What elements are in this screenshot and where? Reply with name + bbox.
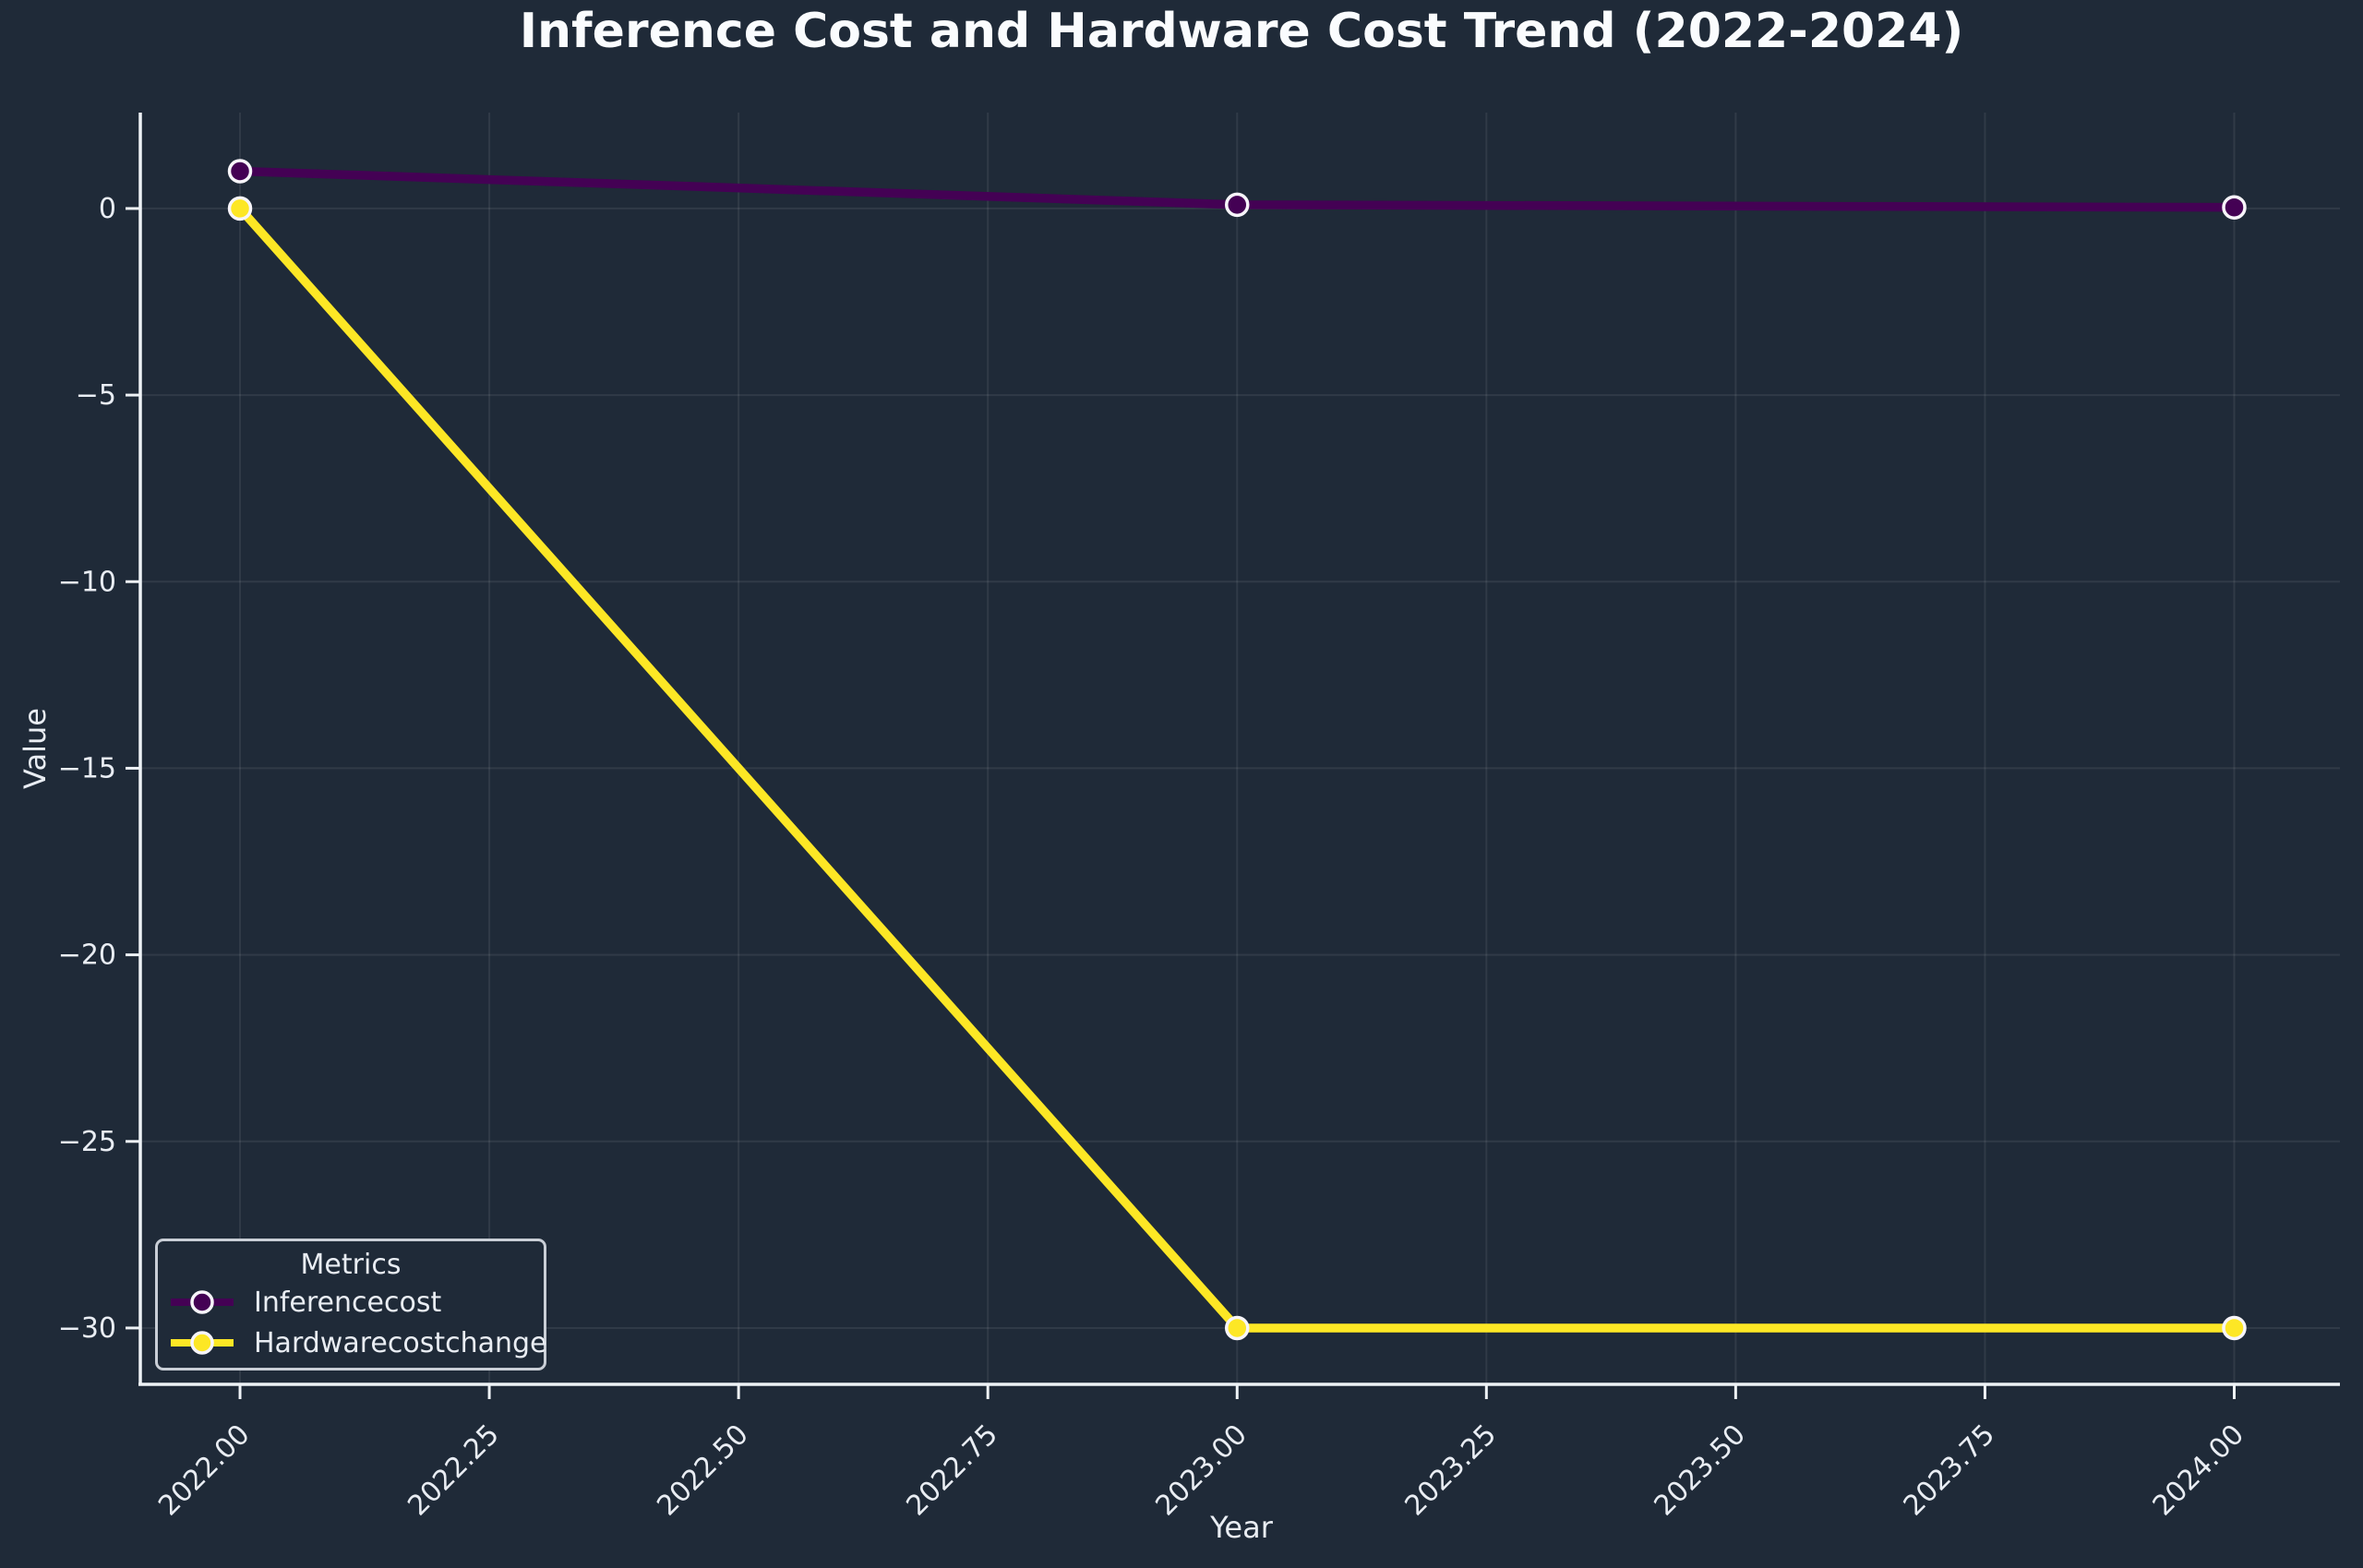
line-filled-circle-icon: [171, 1331, 234, 1355]
line-open-circle-icon: [171, 1290, 234, 1314]
data-point: [227, 159, 253, 184]
legend: Metrics Inferencecost Hardwarecostchange: [155, 1239, 547, 1371]
y-tick-label: −25: [58, 1126, 116, 1158]
legend-title: Metrics: [300, 1249, 402, 1281]
series-markers-hardwarecostchange: [227, 196, 2247, 1341]
y-tick-label: −5: [76, 379, 116, 412]
data-point: [1225, 1315, 1250, 1341]
x-tick-label: 2023.50: [1649, 1418, 1752, 1522]
legend-label: Inferencecost: [254, 1286, 442, 1319]
y-tick-label: −30: [58, 1312, 116, 1345]
axis-ticks: [126, 207, 2236, 1399]
y-tick-label: −15: [58, 752, 116, 784]
x-tick-label: 2023.00: [1149, 1418, 1253, 1522]
legend-item-inferencecost: Inferencecost: [165, 1282, 544, 1323]
series-markers-inferencecost: [227, 159, 2247, 220]
data-point: [227, 196, 253, 221]
y-tick-label: −20: [58, 940, 116, 972]
legend-item-hardwarecostchange: Hardwarecostchange: [165, 1323, 547, 1363]
x-tick-label: 2023.75: [1898, 1418, 2001, 1522]
x-axis-title: Year: [1210, 1510, 1273, 1545]
x-tick-label: 2022.50: [651, 1418, 754, 1522]
x-tick-label: 2024.00: [2147, 1418, 2250, 1522]
y-tick-label: 0: [99, 193, 116, 225]
data-point: [2222, 1315, 2247, 1341]
y-tick-label: −10: [58, 566, 116, 598]
data-point: [2222, 195, 2247, 220]
x-tick-label: 2022.75: [900, 1418, 1003, 1522]
y-axis-title: Value: [18, 708, 53, 789]
chart-title: Inference Cost and Hardware Cost Trend (…: [519, 4, 1964, 59]
x-tick-label: 2022.00: [152, 1418, 256, 1522]
data-point: [1225, 192, 1250, 218]
grid-lines: [140, 113, 2340, 1384]
x-tick-label: 2023.25: [1399, 1418, 1503, 1522]
x-tick-label: 2022.25: [402, 1418, 505, 1522]
axes-spines: [138, 113, 2340, 1386]
legend-label: Hardwarecostchange: [254, 1326, 547, 1359]
